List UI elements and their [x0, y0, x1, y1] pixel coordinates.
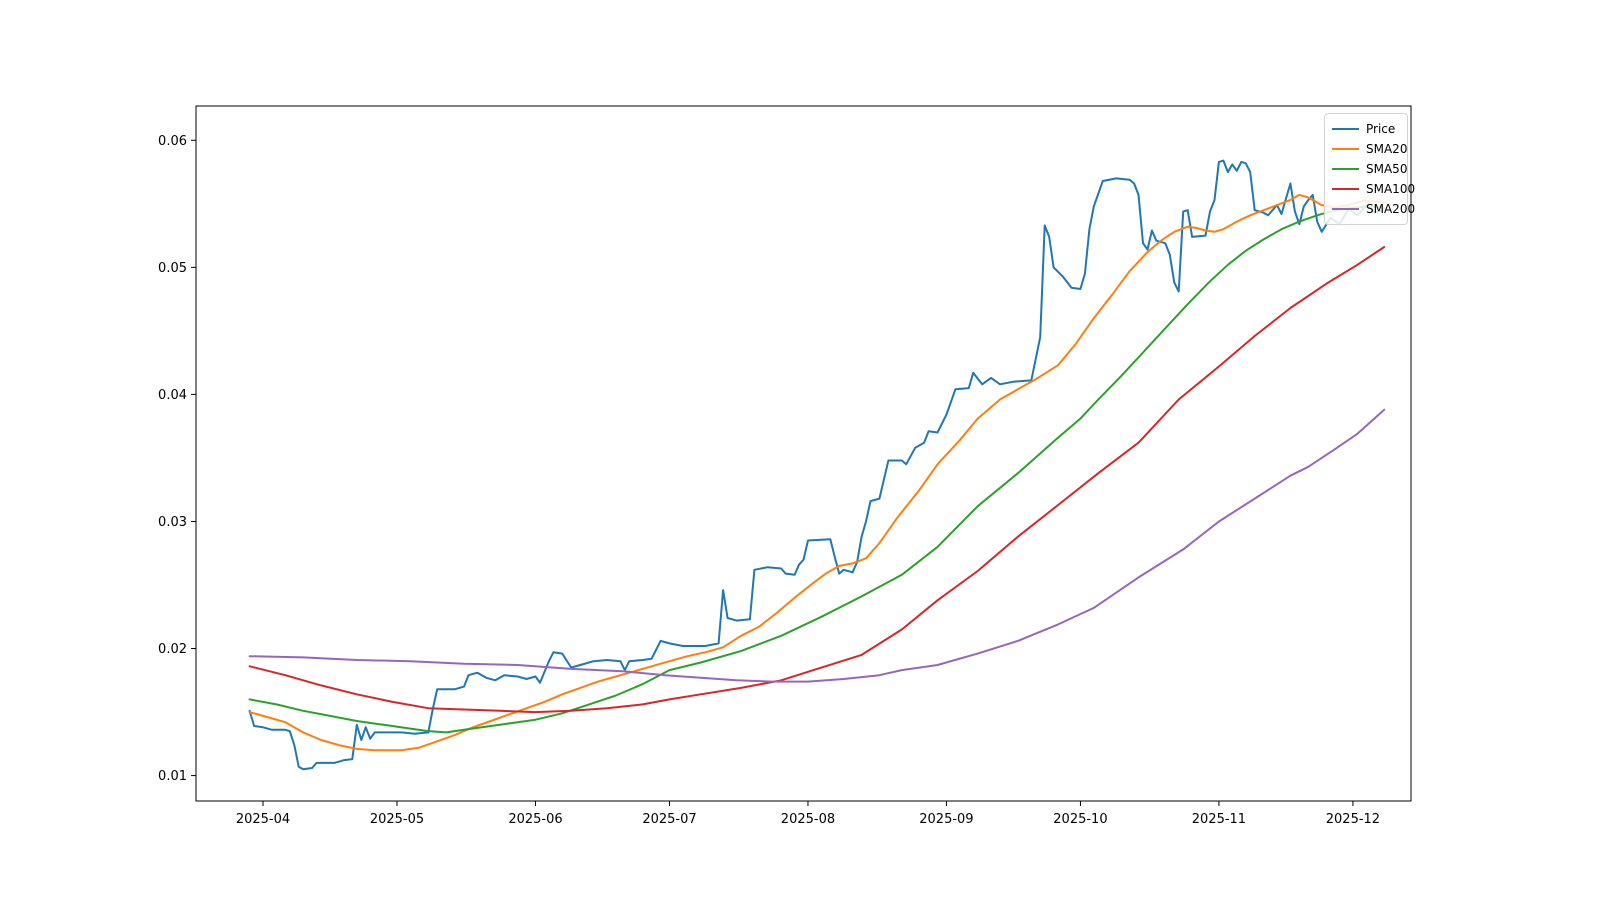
legend-item-sma100: SMA100: [1332, 179, 1415, 199]
series-line-sma200: [248, 408, 1386, 683]
legend-swatch-price-line: [1332, 128, 1359, 130]
legend-swatch-sma200-line: [1332, 208, 1359, 210]
x-axis-tick-label: 2025-06: [508, 812, 562, 827]
legend-label: Price: [1366, 122, 1396, 136]
legend-label: SMA50: [1366, 162, 1408, 176]
y-axis-tick-label: 0.03: [158, 515, 187, 530]
x-axis-tick-label: 2025-07: [642, 812, 696, 827]
legend-item-price: Price: [1332, 119, 1402, 139]
legend-item-sma20: SMA20: [1332, 139, 1407, 159]
y-axis-tick-label: 0.04: [158, 388, 187, 403]
plot-border: [195, 105, 1412, 802]
y-axis-tick-label: 0.01: [158, 769, 187, 784]
legend-swatch-sma50-line: [1332, 168, 1359, 170]
legend-swatch-sma20-line: [1332, 148, 1359, 150]
chart-legend: Price SMA20 SMA50 SMA100 SMA200: [1324, 113, 1415, 225]
legend-label: SMA100: [1366, 182, 1416, 196]
x-axis-tick-label: 2025-10: [1053, 812, 1107, 827]
legend-swatch-sma100-line: [1332, 188, 1359, 190]
x-axis-tick-label: 2025-05: [370, 812, 424, 827]
x-axis-tick-label: 2025-12: [1326, 812, 1380, 827]
legend-label: SMA20: [1366, 142, 1408, 156]
y-axis-tick-label: 0.02: [158, 642, 187, 657]
y-axis-tick-label: 0.06: [158, 134, 187, 149]
series-line-sma50: [248, 205, 1386, 734]
x-axis-tick-label: 2025-11: [1192, 812, 1246, 827]
legend-item-sma50: SMA50: [1332, 159, 1407, 179]
x-axis-tick-label: 2025-08: [781, 812, 835, 827]
series-line-sma100: [248, 246, 1386, 714]
y-axis-tick-label: 0.05: [158, 261, 187, 276]
x-axis-tick-label: 2025-04: [236, 812, 290, 827]
series-line-price: [248, 159, 1386, 771]
legend-label: SMA200: [1366, 202, 1416, 216]
legend-item-sma200: SMA200: [1332, 199, 1415, 219]
x-axis-tick-label: 2025-09: [919, 812, 973, 827]
